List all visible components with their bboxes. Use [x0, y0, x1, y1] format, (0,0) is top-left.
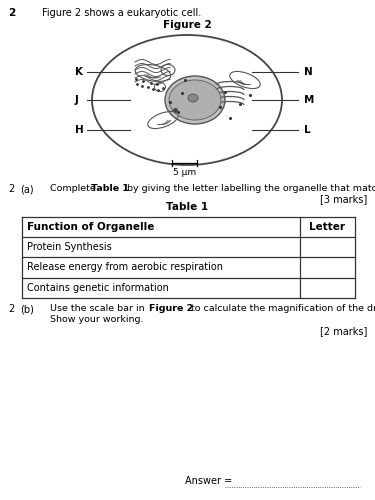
- Text: 2: 2: [8, 184, 14, 194]
- Text: Figure 2 shows a eukaryotic cell.: Figure 2 shows a eukaryotic cell.: [42, 8, 201, 18]
- Text: [3 marks]: [3 marks]: [320, 194, 367, 204]
- Text: Use the scale bar in: Use the scale bar in: [50, 304, 148, 313]
- Ellipse shape: [169, 80, 221, 120]
- Text: Show your working.: Show your working.: [50, 315, 144, 324]
- Text: Answer =: Answer =: [185, 476, 236, 486]
- Text: N: N: [304, 67, 313, 77]
- Text: [2 marks]: [2 marks]: [320, 326, 367, 336]
- Text: by giving the letter labelling the organelle that matches the function.: by giving the letter labelling the organ…: [124, 184, 375, 193]
- Text: M: M: [304, 95, 314, 105]
- Text: Table 1: Table 1: [91, 184, 129, 193]
- Ellipse shape: [92, 35, 282, 165]
- Text: (b): (b): [20, 304, 34, 314]
- Text: Table 1: Table 1: [166, 202, 208, 212]
- Ellipse shape: [188, 94, 198, 102]
- Text: Protein Synthesis: Protein Synthesis: [27, 242, 112, 252]
- Text: 5 μm: 5 μm: [173, 168, 196, 177]
- Text: Figure 2: Figure 2: [163, 20, 211, 30]
- Text: Function of Organelle: Function of Organelle: [27, 222, 154, 232]
- Text: 2: 2: [8, 8, 15, 18]
- Text: Complete: Complete: [50, 184, 99, 193]
- Text: J: J: [75, 95, 79, 105]
- Text: H: H: [75, 125, 84, 135]
- Text: Figure 2: Figure 2: [149, 304, 193, 313]
- Text: (a): (a): [20, 184, 34, 194]
- Text: 2: 2: [8, 304, 14, 314]
- Text: Contains genetic information: Contains genetic information: [27, 283, 169, 293]
- Text: Letter: Letter: [309, 222, 345, 232]
- Text: K: K: [75, 67, 83, 77]
- Text: L: L: [304, 125, 310, 135]
- Text: Release energy from aerobic respiration: Release energy from aerobic respiration: [27, 262, 223, 272]
- Text: to calculate the magnification of the drawing.: to calculate the magnification of the dr…: [188, 304, 375, 313]
- Ellipse shape: [165, 76, 225, 124]
